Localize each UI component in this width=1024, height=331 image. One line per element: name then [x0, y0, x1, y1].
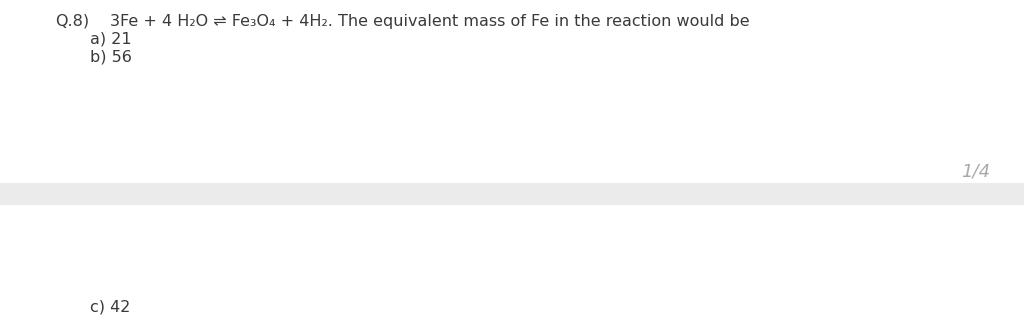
Text: c) 42: c) 42 [90, 300, 130, 315]
Text: b) 56: b) 56 [90, 50, 132, 65]
Bar [0, 183, 1024, 205]
Text: 3Fe + 4 H₂O ⇌ Fe₃O₄ + 4H₂. The equivalent mass of Fe in the reaction would be: 3Fe + 4 H₂O ⇌ Fe₃O₄ + 4H₂. The equivalen… [110, 14, 750, 29]
Text: a) 21: a) 21 [90, 32, 132, 47]
Text: Q.8): Q.8) [55, 14, 89, 29]
Text: 1/4: 1/4 [961, 163, 990, 181]
